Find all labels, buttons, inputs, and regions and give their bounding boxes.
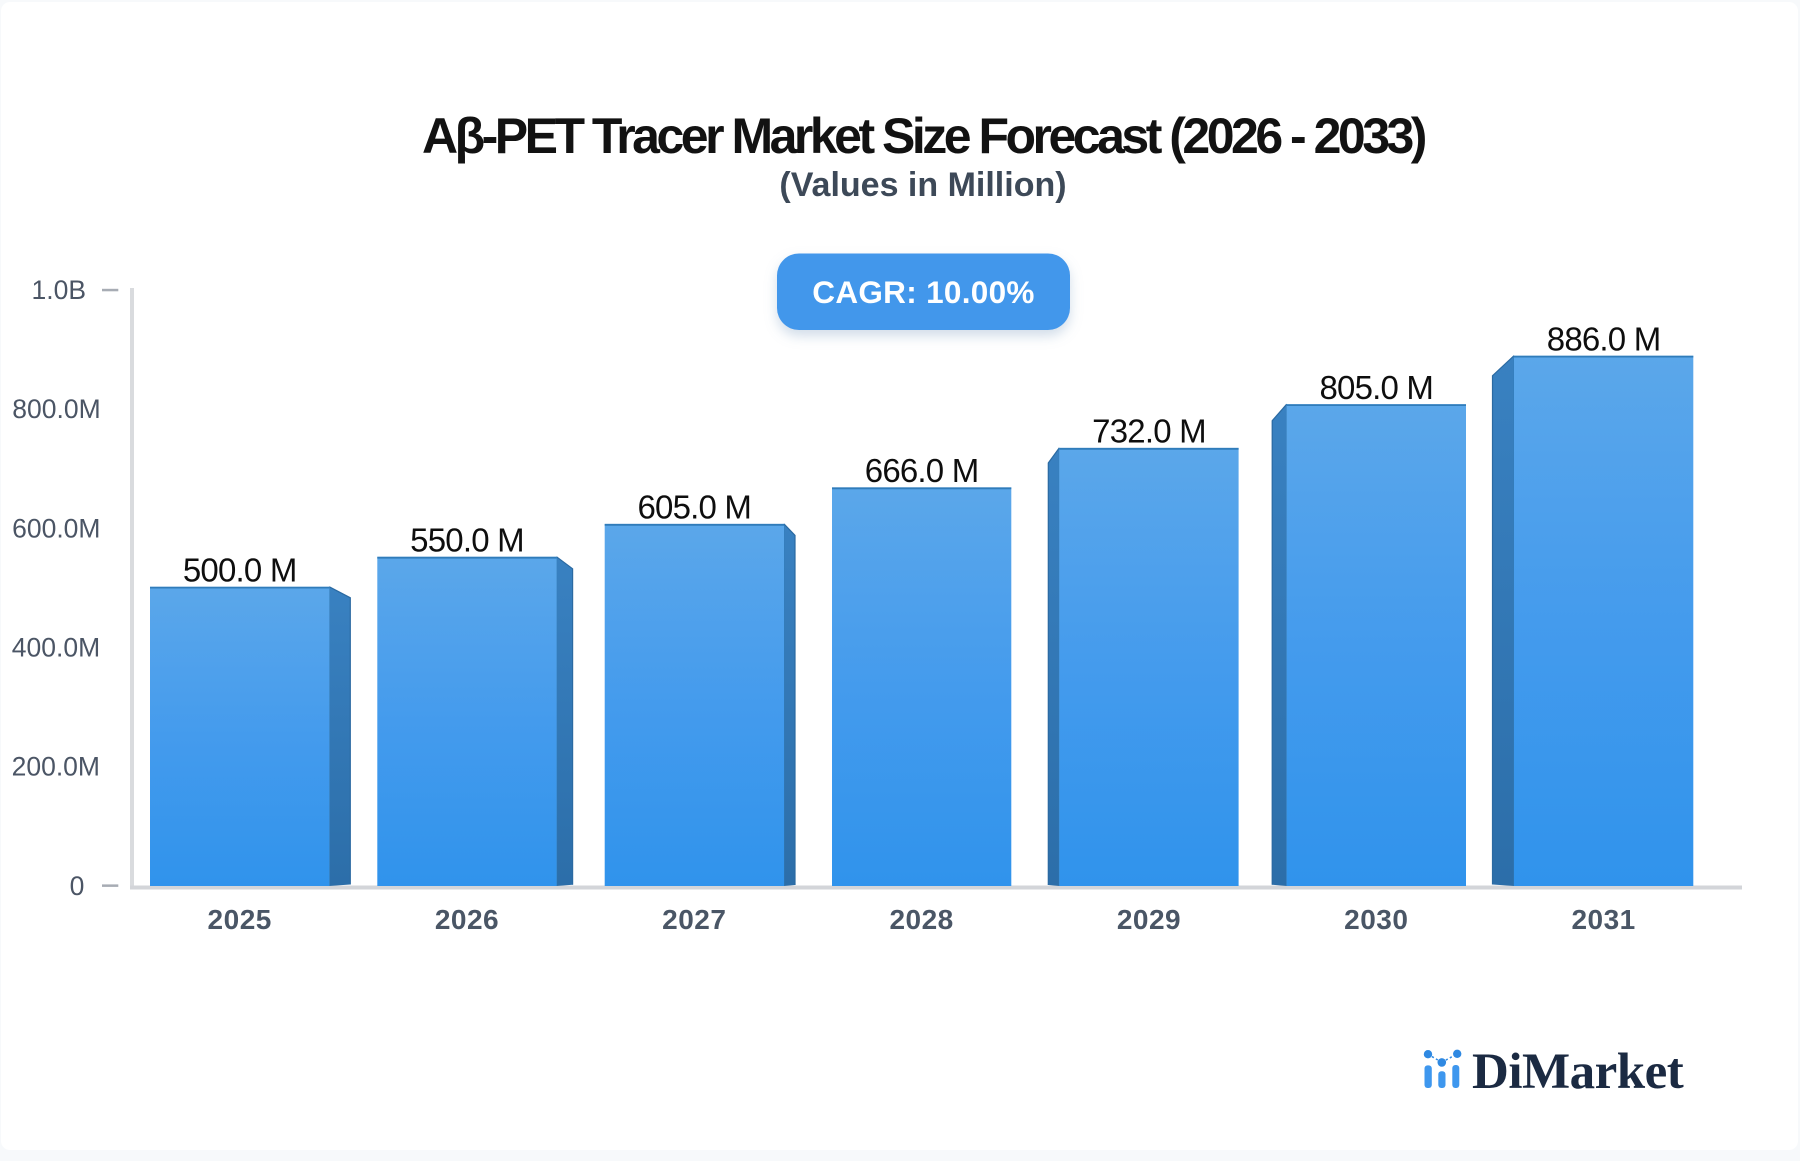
svg-text:2029: 2029 [1117, 904, 1181, 935]
svg-text:Aβ-PET Tracer Market Size Fore: Aβ-PET Tracer Market Size Forecast (2026… [422, 108, 1426, 164]
svg-text:2027: 2027 [662, 904, 726, 935]
svg-text:2025: 2025 [208, 904, 272, 935]
svg-text:500.0 M: 500.0 M [183, 552, 297, 589]
svg-text:605.0 M: 605.0 M [637, 489, 751, 526]
svg-text:2026: 2026 [435, 904, 499, 935]
svg-text:805.0 M: 805.0 M [1319, 369, 1433, 406]
svg-text:550.0 M: 550.0 M [410, 522, 524, 559]
svg-text:600.0M: 600.0M [12, 514, 100, 544]
svg-text:(Values in Million): (Values in Million) [779, 166, 1066, 204]
svg-text:CAGR: 10.00%: CAGR: 10.00% [812, 274, 1034, 310]
svg-text:400.0M: 400.0M [12, 633, 100, 663]
svg-text:800.0M: 800.0M [12, 394, 100, 424]
svg-text:2031: 2031 [1571, 904, 1635, 935]
svg-text:886.0 M: 886.0 M [1547, 320, 1661, 357]
svg-text:DiMarket: DiMarket [1472, 1044, 1684, 1100]
svg-text:2028: 2028 [889, 904, 953, 935]
svg-text:200.0M: 200.0M [12, 752, 100, 782]
svg-text:1.0B: 1.0B [31, 275, 86, 305]
svg-text:732.0 M: 732.0 M [1092, 413, 1206, 450]
svg-text:2030: 2030 [1344, 904, 1408, 935]
svg-text:0: 0 [70, 871, 85, 901]
svg-text:666.0 M: 666.0 M [865, 452, 979, 489]
